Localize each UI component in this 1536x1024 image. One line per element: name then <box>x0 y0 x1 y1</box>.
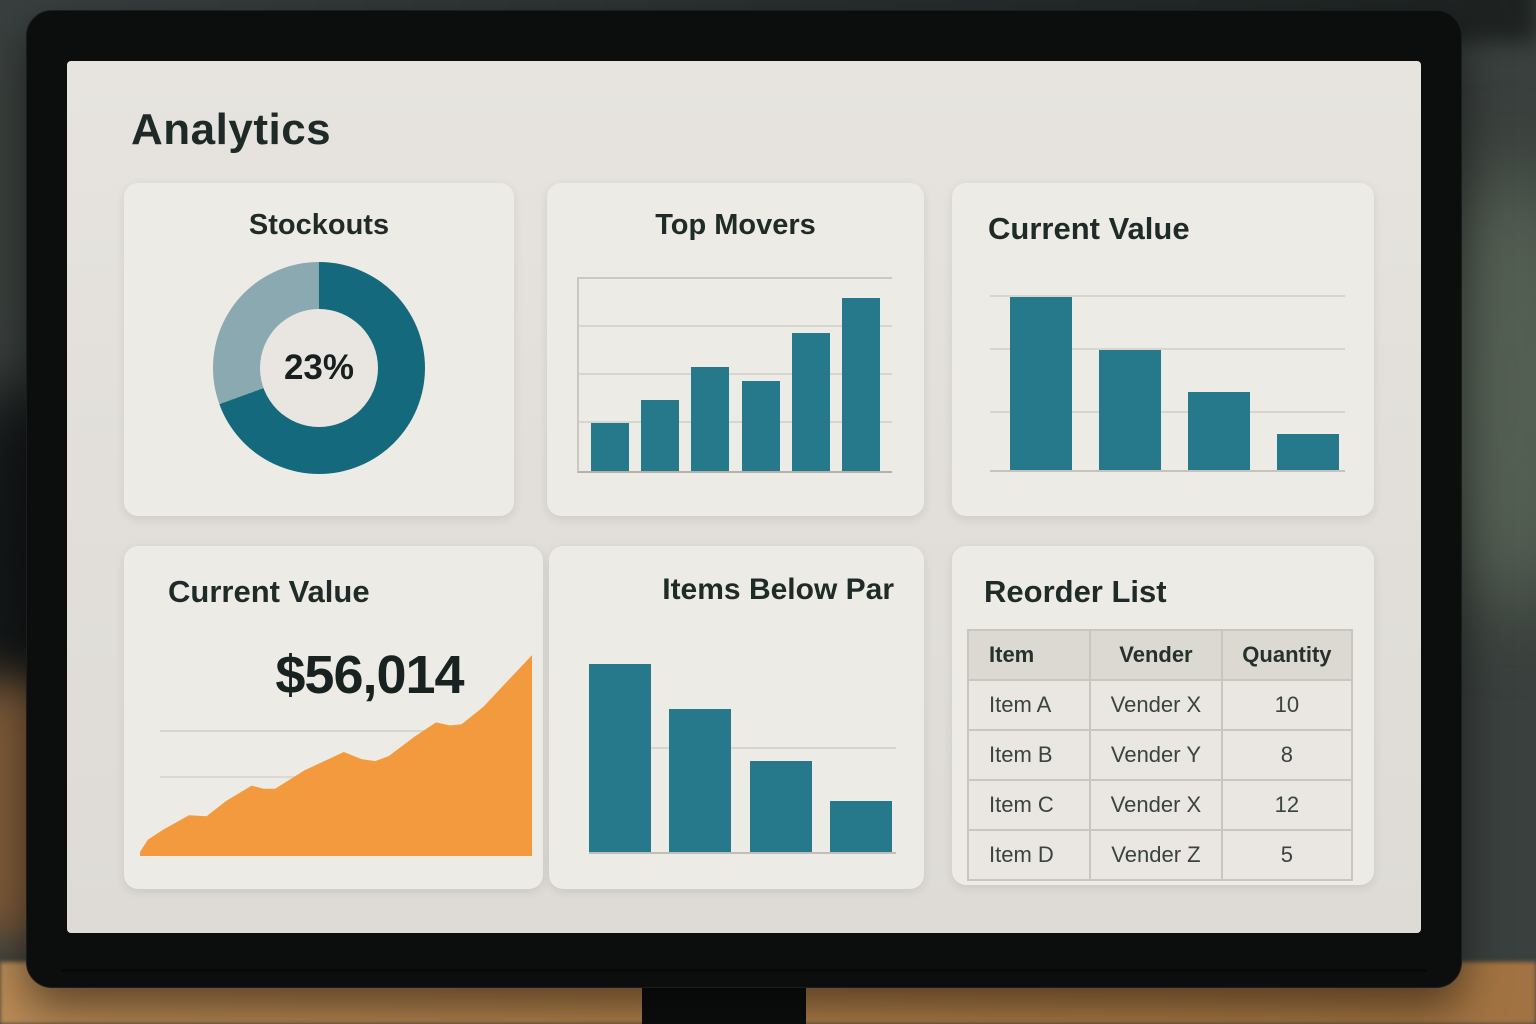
card-reorder-list[interactable]: Reorder List Item Vender Quantity Item A… <box>952 546 1374 885</box>
cell-item: Item B <box>966 729 1092 781</box>
items-below-par-bar-chart <box>589 654 896 854</box>
column-header-item: Item <box>966 629 1092 681</box>
gridline <box>160 730 483 732</box>
gridline <box>579 325 892 327</box>
table-header-row: Item Vender Quantity <box>966 629 1354 681</box>
bar <box>669 709 732 852</box>
cell-quantity: 8 <box>1220 729 1354 781</box>
monitor-stand <box>642 986 806 1024</box>
bar <box>749 760 812 852</box>
bar <box>1277 433 1339 470</box>
bar <box>791 332 830 471</box>
cell-vender: Vender X <box>1089 679 1223 731</box>
gridline <box>990 295 1345 298</box>
card-title: Current Value <box>168 574 370 609</box>
top-movers-bar-chart <box>577 277 892 473</box>
monitor-bezel: Analytics Stockouts 23% Top Movers <box>26 10 1462 988</box>
cell-vender: Vender X <box>1089 779 1223 831</box>
card-title: Current Value <box>988 211 1190 246</box>
trend-area-path <box>140 655 532 856</box>
reorder-table: Item Vender Quantity Item A Vender X 10 Ite… <box>966 629 1354 881</box>
reorder-table-head: Item Vender Quantity <box>966 629 1354 681</box>
donut-center-label: 23% <box>283 348 355 387</box>
card-title: Reorder List <box>984 574 1167 609</box>
card-title: Top Movers <box>655 209 816 241</box>
cell-quantity: 5 <box>1220 829 1354 881</box>
card-title: Items Below Par <box>662 573 894 606</box>
card-stockouts[interactable]: Stockouts 23% <box>124 183 514 516</box>
gridline <box>589 747 896 750</box>
current-value-amount: $56,014 <box>275 645 464 705</box>
trend-area-chart <box>140 655 532 856</box>
bar <box>641 399 680 471</box>
column-header-vender: Vender <box>1089 629 1223 681</box>
column-header-quantity: Quantity <box>1220 629 1354 681</box>
cell-item: Item A <box>966 679 1092 731</box>
bar <box>1010 297 1072 470</box>
bar <box>591 423 630 471</box>
cell-item: Item D <box>966 829 1092 881</box>
dashboard-screen: Analytics Stockouts 23% Top Movers <box>67 61 1421 933</box>
gridline <box>990 411 1345 413</box>
cell-vender: Vender Y <box>1089 729 1223 781</box>
current-value-bar-chart <box>990 280 1345 472</box>
page-title: Analytics <box>131 105 332 154</box>
card-items-below-par[interactable]: Items Below Par <box>549 546 924 889</box>
card-top-movers[interactable]: Top Movers <box>547 183 924 516</box>
cell-item: Item C <box>966 779 1092 831</box>
stockouts-donut-chart: 23% <box>213 262 425 474</box>
cell-quantity: 10 <box>1220 679 1354 731</box>
cell-vender: Vender Z <box>1089 829 1223 881</box>
bar <box>841 298 880 471</box>
gridline <box>990 348 1345 351</box>
donut-hole: 23% <box>260 309 378 427</box>
card-current-value-trend[interactable]: Current Value $56,014 <box>124 546 543 889</box>
bar <box>1099 350 1161 470</box>
reorder-table-body: Item A Vender X 10 Item B Vender Y 8 Item C Ven… <box>966 679 1354 881</box>
cell-quantity: 12 <box>1220 779 1354 831</box>
gridline <box>579 421 892 423</box>
bar <box>589 663 651 852</box>
bar <box>829 800 892 852</box>
gridline <box>579 373 892 375</box>
table-row[interactable]: Item C Vender X 12 <box>966 779 1354 831</box>
bar <box>1188 392 1250 470</box>
card-current-value-bars[interactable]: Current Value <box>952 183 1374 516</box>
table-row[interactable]: Item A Vender X 10 <box>966 679 1354 731</box>
card-title: Stockouts <box>248 209 390 241</box>
bezel-seam <box>61 969 1427 972</box>
bar <box>691 367 730 471</box>
bar <box>741 380 780 471</box>
